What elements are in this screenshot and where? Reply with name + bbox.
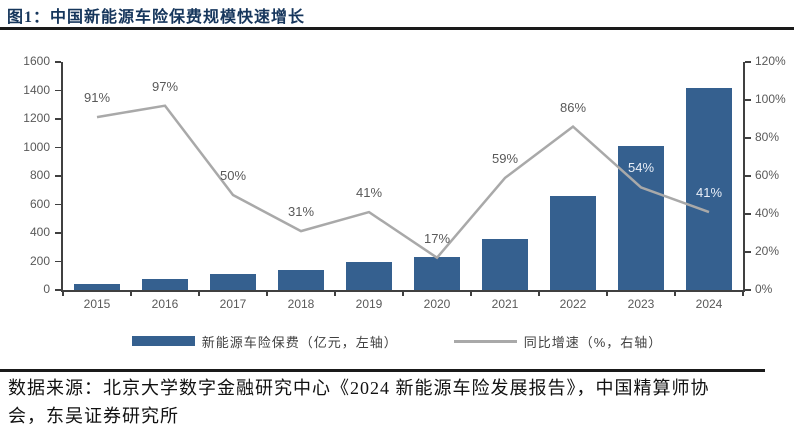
- chart-legend: 新能源车险保费（亿元，左轴） 同比增速（%，右轴）: [0, 331, 794, 351]
- growth-point-label: 91%: [83, 90, 111, 106]
- growth-point-label: 86%: [559, 99, 587, 115]
- x-axis-category-label: 2022: [559, 297, 587, 311]
- right-axis-tick-label: 100%: [755, 92, 786, 106]
- premium-bar: [74, 284, 120, 290]
- right-axis-tick-label: 0%: [755, 282, 773, 296]
- right-axis-tick: [745, 213, 751, 215]
- figure-title: 图1：中国新能源车险保费规模快速增长: [7, 9, 306, 26]
- left-axis-tick: [55, 118, 61, 120]
- growth-point-label: 50%: [219, 168, 247, 183]
- x-axis-category-label: 2021: [491, 297, 519, 311]
- left-axis-tick-label: 1000: [23, 139, 50, 154]
- right-axis-tick: [745, 137, 751, 139]
- legend-item-premium: 新能源车险保费（亿元，左轴）: [131, 332, 398, 351]
- left-axis-tick-label: 600: [29, 196, 50, 211]
- growth-line: [96, 104, 710, 260]
- x-axis-tick: [470, 290, 472, 296]
- right-axis-tick: [745, 289, 751, 291]
- left-axis-tick-label: 800: [29, 168, 50, 182]
- x-axis-tick: [674, 290, 676, 296]
- x-axis-tick: [742, 290, 744, 296]
- data-source-line1: 数据来源：北京大学数字金融研究中心《2024 新能源车险发展报告》，中国精算师协: [8, 378, 710, 398]
- x-axis-tick: [402, 290, 404, 296]
- left-axis-tick: [55, 89, 61, 91]
- x-axis-category-label: 2023: [627, 297, 655, 311]
- growth-point-label: 31%: [287, 204, 315, 220]
- right-axis-tick-label: 60%: [755, 168, 780, 182]
- left-axis-tick: [55, 61, 61, 63]
- premium-bar: [550, 195, 596, 290]
- x-axis-tick: [334, 290, 336, 296]
- premium-bar: [414, 257, 460, 290]
- x-axis-tick: [198, 290, 200, 296]
- header-rule: [0, 27, 794, 30]
- premium-bar: [618, 146, 664, 290]
- left-axis-tick-label: 400: [29, 225, 50, 239]
- premium-bar: [210, 274, 256, 290]
- right-axis-tick-label: 120%: [755, 54, 786, 68]
- premium-bar: [346, 261, 392, 290]
- data-source-note: 数据来源：北京大学数字金融研究中心《2024 新能源车险发展报告》，中国精算师协…: [8, 374, 788, 430]
- left-axis-tick: [55, 289, 61, 291]
- line-series-swatch: [453, 339, 517, 343]
- left-axis-tick: [55, 203, 61, 205]
- right-axis-tick-label: 80%: [755, 130, 780, 144]
- x-axis-category-label: 2024: [695, 297, 723, 311]
- right-axis-tick: [745, 251, 751, 253]
- x-axis-category-label: 2016: [151, 297, 179, 311]
- left-axis-tick-label: 1200: [23, 111, 50, 125]
- growth-point-label: 54%: [627, 160, 655, 176]
- left-axis-tick-label: 200: [29, 253, 50, 268]
- chart-plot-area: 0 200 400 600 800 1000 1200 1400 1600 0% 20% 40% 60%…: [23, 54, 785, 311]
- right-axis-tick-label: 40%: [755, 206, 780, 220]
- premium-bar: [142, 278, 188, 290]
- left-axis-tick: [55, 260, 61, 262]
- legend-label-premium: 新能源车险保费（亿元，左轴）: [201, 334, 398, 350]
- growth-point-label: 41%: [355, 185, 383, 201]
- x-axis-category-label: 2017: [219, 297, 247, 311]
- premium-bar: [278, 270, 324, 290]
- data-source-line2: 会，东吴证券研究所: [8, 406, 179, 426]
- growth-point-label: 41%: [695, 185, 723, 201]
- right-axis-tick: [745, 175, 751, 177]
- premium-bar: [482, 238, 528, 290]
- x-axis-tick: [62, 290, 64, 296]
- growth-point-label: 59%: [491, 150, 519, 166]
- right-axis-tick-label: 20%: [755, 244, 780, 258]
- x-axis-tick: [606, 290, 608, 296]
- legend-item-growth: 同比增速（%，右轴）: [453, 332, 663, 351]
- x-axis-tick: [130, 290, 132, 296]
- legend-label-growth: 同比增速（%，右轴）: [523, 334, 663, 350]
- growth-point-label: 17%: [423, 230, 451, 246]
- x-axis-tick: [266, 290, 268, 296]
- x-axis-category-label: 2020: [423, 297, 451, 311]
- left-axis-tick-label: 1600: [23, 54, 50, 68]
- premium-bar: [686, 88, 732, 290]
- right-axis-tick: [745, 99, 751, 101]
- x-axis-category-label: 2019: [355, 297, 383, 311]
- left-axis-tick: [55, 232, 61, 234]
- right-axis-tick: [745, 61, 751, 63]
- growth-point-label: 97%: [151, 78, 179, 94]
- left-axis-tick-label: 0: [43, 282, 50, 296]
- footer-rule: [0, 369, 765, 372]
- x-axis-tick: [538, 290, 540, 296]
- x-axis-category-label: 2015: [83, 297, 111, 311]
- left-axis-tick: [55, 175, 61, 177]
- left-axis-tick: [55, 146, 61, 148]
- left-axis-tick-label: 1400: [23, 82, 50, 97]
- x-axis-category-label: 2018: [287, 297, 315, 311]
- bar-series-swatch: [131, 336, 195, 346]
